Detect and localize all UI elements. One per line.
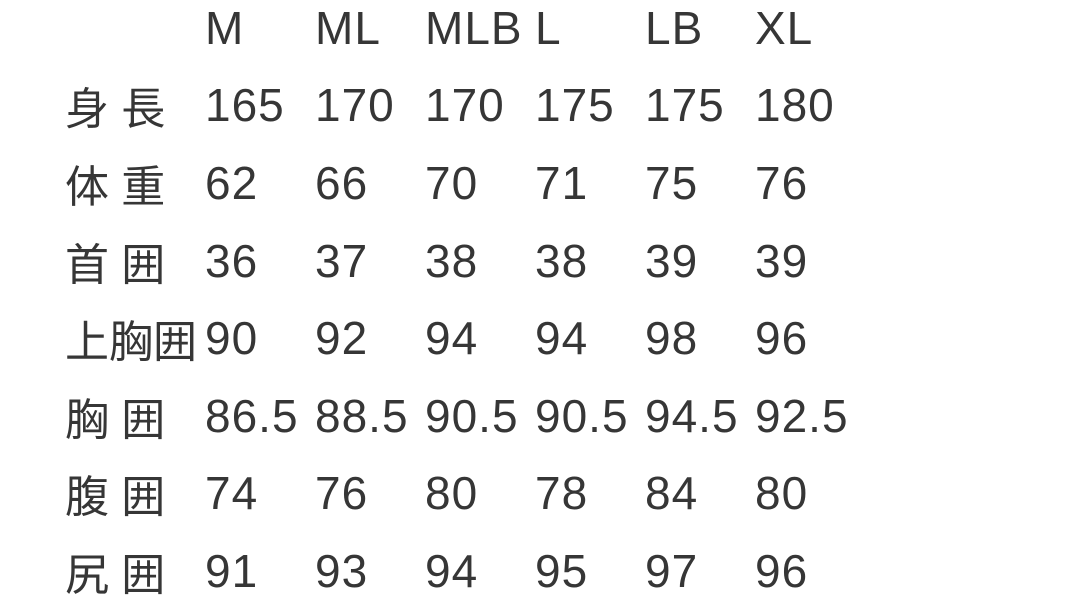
table-cell: 75 xyxy=(645,156,699,209)
table-cell: 90 xyxy=(205,312,259,365)
row-label-weight: 体 重 xyxy=(65,162,166,212)
table-cell: 96 xyxy=(755,544,809,597)
table-cell: 98 xyxy=(645,312,699,365)
table-cell: 80 xyxy=(755,467,809,520)
table-cell: 90.5 xyxy=(425,389,519,442)
column-header-l: L xyxy=(535,1,562,54)
row-label-upper-chest: 上胸囲 xyxy=(65,318,197,368)
table-cell: 165 xyxy=(205,79,285,132)
table-cell: 39 xyxy=(645,234,699,287)
table-cell: 170 xyxy=(315,79,395,132)
table-row-chest: 胸 囲 86.5 88.5 90.5 90.5 94.5 92.5 xyxy=(65,377,865,455)
column-header-ml: ML xyxy=(315,1,381,54)
column-header-mlb: MLB xyxy=(425,1,523,54)
table-cell: 175 xyxy=(535,79,615,132)
table-cell: 175 xyxy=(645,79,725,132)
table-cell: 39 xyxy=(755,234,809,287)
table-cell: 37 xyxy=(315,234,369,287)
table-cell: 94 xyxy=(535,312,589,365)
table-cell: 95 xyxy=(535,544,589,597)
table-cell: 96 xyxy=(755,312,809,365)
table-cell: 170 xyxy=(425,79,505,132)
table-cell: 92 xyxy=(315,312,369,365)
table-cell: 76 xyxy=(315,467,369,520)
row-label-hip: 尻 囲 xyxy=(65,550,166,600)
table-cell: 62 xyxy=(205,156,259,209)
table-cell: 66 xyxy=(315,156,369,209)
table-row-neck: 首 囲 36 37 38 38 39 39 xyxy=(65,222,865,300)
table-cell: 70 xyxy=(425,156,479,209)
column-header-lb: LB xyxy=(645,1,704,54)
table-cell: 92.5 xyxy=(755,389,849,442)
table-cell: 86.5 xyxy=(205,389,299,442)
column-header-xl: XL xyxy=(755,1,814,54)
table-cell: 93 xyxy=(315,544,369,597)
table-cell: 90.5 xyxy=(535,389,629,442)
table-cell: 78 xyxy=(535,467,589,520)
row-label-neck: 首 囲 xyxy=(65,240,166,290)
table-cell: 38 xyxy=(425,234,479,287)
column-header-m: M xyxy=(205,1,245,54)
table-cell: 91 xyxy=(205,544,259,597)
table-cell: 180 xyxy=(755,79,835,132)
row-label-waist: 腹 囲 xyxy=(65,473,166,523)
table-cell: 71 xyxy=(535,156,589,209)
row-label-chest: 胸 囲 xyxy=(65,395,166,445)
table-row-waist: 腹 囲 74 76 80 78 84 80 xyxy=(65,455,865,533)
table-cell: 97 xyxy=(645,544,699,597)
table-cell: 36 xyxy=(205,234,259,287)
table-header-row: M ML MLB L LB XL xyxy=(65,0,865,67)
table-row-upper-chest: 上胸囲 90 92 94 94 98 96 xyxy=(65,299,865,377)
table-cell: 76 xyxy=(755,156,809,209)
row-label-height: 身 長 xyxy=(65,85,166,135)
table-cell: 88.5 xyxy=(315,389,409,442)
table-cell: 94 xyxy=(425,544,479,597)
size-spec-table: M ML MLB L LB XL 身 長 165 170 170 175 175… xyxy=(65,0,865,610)
table-row-weight: 体 重 62 66 70 71 75 76 xyxy=(65,144,865,222)
table-row-hip: 尻 囲 91 93 94 95 97 96 xyxy=(65,532,865,610)
table-cell: 94.5 xyxy=(645,389,739,442)
table-cell: 38 xyxy=(535,234,589,287)
table-cell: 84 xyxy=(645,467,699,520)
table-row-height: 身 長 165 170 170 175 175 180 xyxy=(65,67,865,145)
table-cell: 80 xyxy=(425,467,479,520)
table-cell: 94 xyxy=(425,312,479,365)
table-cell: 74 xyxy=(205,467,259,520)
